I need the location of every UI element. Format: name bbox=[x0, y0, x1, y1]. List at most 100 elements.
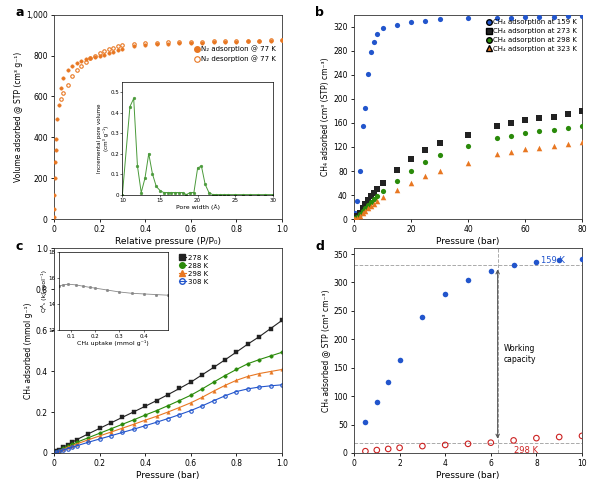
Point bbox=[577, 138, 587, 146]
Point bbox=[372, 197, 382, 205]
Point bbox=[358, 209, 367, 217]
Point bbox=[406, 155, 416, 163]
Point bbox=[549, 113, 559, 121]
Point bbox=[577, 122, 587, 130]
Point bbox=[355, 209, 365, 217]
Point bbox=[509, 436, 518, 444]
Point bbox=[369, 38, 379, 46]
Point bbox=[364, 205, 373, 212]
Point bbox=[378, 187, 388, 195]
X-axis label: Pressure (bar): Pressure (bar) bbox=[436, 471, 500, 480]
Point bbox=[358, 205, 367, 212]
Point bbox=[440, 441, 450, 449]
Point bbox=[421, 158, 430, 166]
Point bbox=[355, 167, 365, 175]
Point bbox=[358, 122, 367, 130]
Point bbox=[395, 444, 404, 452]
Point bbox=[463, 14, 473, 22]
Point bbox=[372, 185, 382, 193]
Point bbox=[554, 433, 564, 441]
Point bbox=[350, 215, 360, 223]
Point bbox=[378, 194, 388, 202]
Point bbox=[352, 214, 362, 222]
Point bbox=[350, 214, 360, 222]
Point bbox=[358, 207, 367, 215]
Y-axis label: CH₄ adsorbed (cm³ (STP) cm⁻³): CH₄ adsorbed (cm³ (STP) cm⁻³) bbox=[322, 57, 331, 176]
Point bbox=[535, 114, 544, 122]
Point bbox=[509, 262, 518, 269]
Point bbox=[378, 24, 388, 32]
Point bbox=[506, 132, 515, 140]
Point bbox=[520, 116, 530, 124]
Point bbox=[563, 111, 572, 118]
Point bbox=[577, 13, 587, 20]
Point bbox=[392, 187, 401, 194]
Text: d: d bbox=[315, 240, 324, 253]
Point bbox=[392, 166, 401, 174]
Point bbox=[434, 16, 444, 23]
Point bbox=[369, 200, 379, 207]
Point bbox=[406, 167, 416, 175]
Point bbox=[361, 205, 370, 212]
X-axis label: Pressure (bar): Pressure (bar) bbox=[436, 237, 500, 246]
Text: 159 K: 159 K bbox=[541, 256, 565, 265]
Point bbox=[549, 126, 559, 133]
Point bbox=[383, 445, 393, 453]
Point bbox=[361, 104, 370, 112]
Point bbox=[532, 258, 541, 266]
Point bbox=[532, 434, 541, 442]
Point bbox=[392, 21, 401, 29]
Point bbox=[506, 14, 515, 21]
Point bbox=[355, 210, 365, 218]
Point bbox=[361, 418, 370, 426]
Point bbox=[463, 131, 473, 139]
Point bbox=[378, 179, 388, 187]
Point bbox=[492, 122, 502, 130]
Point bbox=[577, 432, 587, 440]
Point bbox=[369, 189, 379, 197]
Point bbox=[361, 207, 370, 215]
Point bbox=[352, 197, 362, 205]
Point bbox=[406, 19, 416, 26]
Point bbox=[369, 195, 379, 203]
Point bbox=[355, 212, 365, 220]
Text: b: b bbox=[315, 6, 324, 19]
Legend: CH₄ adsorption at 159 K, CH₄ adsorption at 273 K, CH₄ adsorption at 298 K, CH₄ a: CH₄ adsorption at 159 K, CH₄ adsorption … bbox=[487, 18, 578, 53]
Point bbox=[406, 179, 416, 187]
Point bbox=[418, 313, 427, 320]
Point bbox=[506, 119, 515, 127]
Text: c: c bbox=[15, 240, 23, 253]
Point bbox=[492, 150, 502, 158]
Point bbox=[372, 192, 382, 200]
Point bbox=[421, 172, 430, 180]
Point bbox=[506, 148, 515, 156]
Point bbox=[366, 202, 376, 210]
Point bbox=[434, 139, 444, 147]
Point bbox=[486, 439, 496, 447]
Point bbox=[520, 129, 530, 137]
Point bbox=[492, 14, 502, 21]
Point bbox=[361, 200, 370, 208]
Legend: N₂ adsorption @ 77 K, N₂ desorption @ 77 K: N₂ adsorption @ 77 K, N₂ desorption @ 77… bbox=[193, 43, 278, 65]
Point bbox=[364, 202, 373, 209]
Point bbox=[563, 124, 572, 131]
Point bbox=[463, 159, 473, 167]
Point bbox=[463, 142, 473, 150]
Point bbox=[520, 13, 530, 21]
Point bbox=[366, 198, 376, 206]
Point bbox=[535, 13, 544, 21]
Y-axis label: Volume adsorbed @ STP (cm³ g⁻¹): Volume adsorbed @ STP (cm³ g⁻¹) bbox=[14, 52, 23, 182]
Point bbox=[549, 142, 559, 150]
Point bbox=[366, 192, 376, 200]
Point bbox=[535, 144, 544, 151]
Text: 298 K: 298 K bbox=[514, 446, 538, 454]
Point bbox=[554, 256, 564, 263]
Point bbox=[349, 215, 359, 223]
Point bbox=[372, 398, 382, 406]
Point bbox=[577, 255, 587, 262]
Point bbox=[350, 209, 360, 217]
X-axis label: Relative pressure (P/P₀): Relative pressure (P/P₀) bbox=[115, 237, 221, 246]
Point bbox=[392, 177, 401, 185]
Point bbox=[492, 134, 502, 142]
Point bbox=[535, 128, 544, 135]
